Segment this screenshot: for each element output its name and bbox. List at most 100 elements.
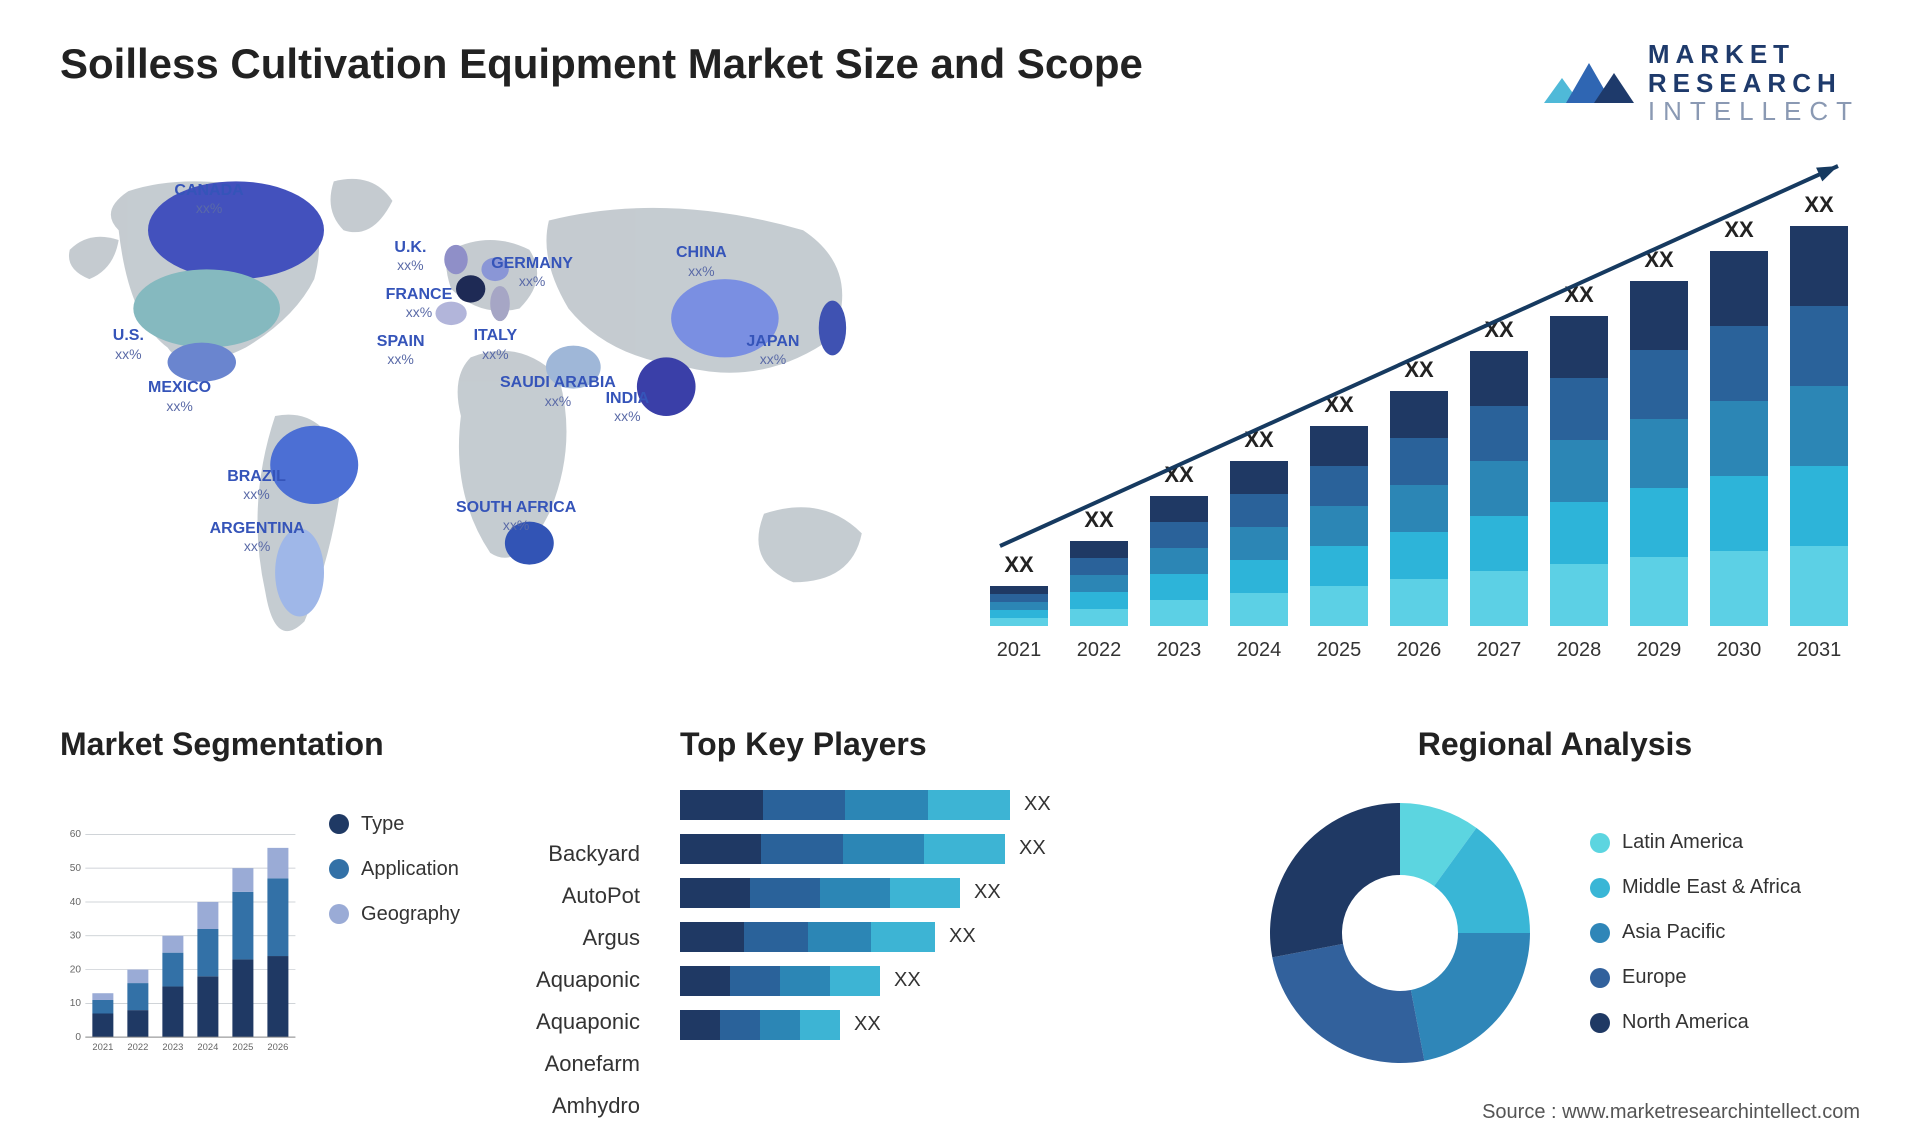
main-bar-2027-seg-2: [1470, 461, 1528, 516]
main-bar-2028-seg-4: [1550, 316, 1608, 378]
map-label-india: INDIAxx%: [606, 390, 650, 424]
seg-xtick-2024: 2024: [197, 1041, 218, 1052]
main-bar-year-tick-2025: 2025: [1317, 639, 1362, 661]
player-name-autopot: AutoPot: [490, 883, 640, 909]
main-bar-year-tick-2031: 2031: [1797, 639, 1842, 661]
map-label-canada: CANADAxx%: [174, 182, 243, 216]
main-bar-value-2028: XX: [1564, 282, 1594, 307]
main-bar-2025-seg-4: [1310, 426, 1368, 466]
main-bar-2021-seg-2: [990, 602, 1048, 610]
main-bar-2025-seg-0: [1310, 586, 1368, 626]
map-label-france: FRANCExx%: [386, 286, 453, 320]
kp-seg-4-0: [680, 966, 730, 996]
seg-ytick-40: 40: [70, 897, 82, 908]
main-bar-2030-seg-3: [1710, 326, 1768, 401]
main-bar-2031-seg-4: [1790, 226, 1848, 306]
kp-value-0: XX: [1024, 793, 1051, 816]
main-bar-chart: XX2021XX2022XX2023XX2024XX2025XX2026XX20…: [980, 176, 1860, 676]
kp-seg-0-3: [928, 790, 1011, 820]
map-country-u-s-: [133, 269, 280, 347]
brand-line-1: MARKET: [1648, 40, 1860, 69]
ra-legend-item-europe: Europe: [1590, 966, 1801, 989]
segmentation-legend: Type Application Geography: [329, 783, 460, 926]
swatch-icon: [1590, 1013, 1610, 1033]
main-bar-2030-seg-4: [1710, 251, 1768, 326]
main-bar-2031-seg-1: [1790, 466, 1848, 546]
main-bar-value-2024: XX: [1244, 427, 1274, 452]
key-players-title: Top Key Players: [680, 726, 1210, 763]
kp-value-1: XX: [1019, 837, 1046, 860]
key-players-chart: XXXXXXXXXXXX: [680, 783, 1210, 1047]
brand-logo: MARKET RESEARCH INTELLECT: [1544, 40, 1860, 126]
map-label-argentina: ARGENTINAxx%: [210, 520, 305, 554]
regional-panel: Regional Analysis Latin AmericaMiddle Ea…: [1250, 726, 1860, 1083]
main-bar-2021-seg-1: [990, 610, 1048, 618]
map-label-u-s-: U.S.xx%: [113, 327, 144, 361]
kp-seg-3-2: [808, 922, 872, 952]
seg-legend-item-type: Type: [329, 813, 460, 836]
swatch-icon: [1590, 923, 1610, 943]
seg-bar-2021-geography: [92, 993, 113, 1000]
seg-bar-2022-type: [127, 1010, 148, 1037]
player-name-amhydro: Amhydro: [490, 1093, 640, 1119]
swatch-icon: [329, 814, 349, 834]
seg-bar-2022-application: [127, 983, 148, 1010]
swatch-icon: [329, 904, 349, 924]
main-bar-2022-seg-3: [1070, 558, 1128, 575]
kp-seg-1-3: [924, 834, 1005, 864]
seg-legend-label: Application: [361, 858, 459, 881]
seg-xtick-2021: 2021: [92, 1041, 113, 1052]
seg-bar-2024-application: [197, 929, 218, 976]
ra-legend-item-asia-pacific: Asia Pacific: [1590, 921, 1801, 944]
seg-bar-2025-application: [232, 892, 253, 960]
main-bar-2024-seg-2: [1230, 527, 1288, 560]
main-bar-2025-seg-1: [1310, 546, 1368, 586]
kp-seg-4-1: [730, 966, 780, 996]
kp-seg-1-0: [680, 834, 761, 864]
main-bar-year-tick-2029: 2029: [1637, 639, 1682, 661]
kp-seg-5-2: [760, 1010, 800, 1040]
swatch-icon: [1590, 833, 1610, 853]
seg-bar-2021-type: [92, 1013, 113, 1037]
kp-seg-0-1: [763, 790, 846, 820]
ra-legend-item-north-america: North America: [1590, 1011, 1801, 1034]
seg-legend-label: Geography: [361, 903, 460, 926]
main-bar-2023-seg-3: [1150, 522, 1208, 548]
map-label-spain: SPAINxx%: [377, 333, 425, 367]
ra-legend-item-latin-america: Latin America: [1590, 831, 1801, 854]
main-bar-2023-seg-4: [1150, 496, 1208, 522]
key-players-panel: Top Key Players XXXXXXXXXXXX: [680, 726, 1210, 1047]
donut-slice-north-america: [1270, 803, 1400, 957]
kp-seg-3-3: [871, 922, 935, 952]
seg-ytick-30: 30: [70, 930, 82, 941]
main-bar-2029-seg-4: [1630, 281, 1688, 350]
main-bar-2026-seg-1: [1390, 532, 1448, 579]
kp-value-4: XX: [894, 969, 921, 992]
map-country-italy: [490, 286, 510, 321]
source-footer: Source : www.marketresearchintellect.com: [1482, 1101, 1860, 1124]
main-bar-2030-seg-1: [1710, 476, 1768, 551]
top-row: CANADAxx%U.S.xx%MEXICOxx%BRAZILxx%ARGENT…: [60, 156, 1860, 676]
kp-value-2: XX: [974, 881, 1001, 904]
kp-seg-2-0: [680, 878, 750, 908]
map-label-italy: ITALYxx%: [474, 327, 518, 361]
main-bar-value-2021: XX: [1004, 552, 1034, 577]
kp-row-0: XX: [680, 783, 1210, 827]
main-bar-2030-seg-2: [1710, 401, 1768, 476]
seg-xtick-2026: 2026: [267, 1041, 288, 1052]
kp-row-1: XX: [680, 827, 1210, 871]
main-bar-2022-seg-4: [1070, 541, 1128, 558]
main-bar-year-tick-2022: 2022: [1077, 639, 1122, 661]
page-title: Soilless Cultivation Equipment Market Si…: [60, 40, 1143, 88]
map-label-japan: JAPANxx%: [746, 333, 799, 367]
main-bar-chart-svg: XX2021XX2022XX2023XX2024XX2025XX2026XX20…: [980, 176, 1860, 676]
main-bar-2029-seg-3: [1630, 350, 1688, 419]
seg-bar-2026-application: [267, 878, 288, 956]
main-bar-2028-seg-2: [1550, 440, 1608, 502]
main-bar-2028-seg-3: [1550, 378, 1608, 440]
kp-seg-0-0: [680, 790, 763, 820]
main-bar-year-tick-2027: 2027: [1477, 639, 1522, 661]
ra-legend-label: Asia Pacific: [1622, 921, 1725, 944]
seg-xtick-2023: 2023: [162, 1041, 183, 1052]
main-bar-2022-seg-2: [1070, 575, 1128, 592]
